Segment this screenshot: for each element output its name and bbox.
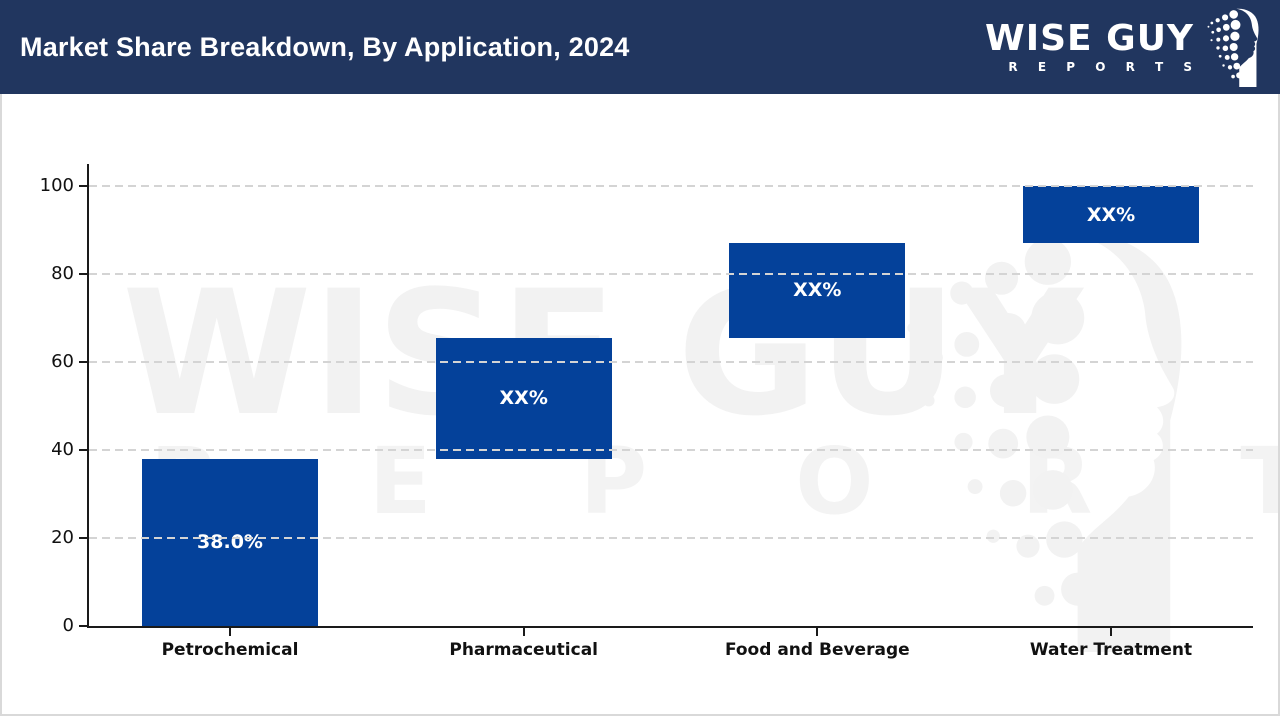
bar-pharmaceutical: XX% [435,337,612,459]
y-tick-mark-80 [79,273,87,275]
y-tick-mark-20 [79,537,87,539]
bar-value-label: XX% [1086,203,1136,226]
brand-subname: R E P O R T S [1008,59,1200,74]
brand-wordmark: WISE GUY R E P O R T S [984,17,1194,74]
bar-petrochemical: 38.0% [142,458,318,626]
x-tick-mark [229,628,231,636]
y-tick-label-20: 20 [51,527,74,548]
bar-water-treatment: XX% [1023,186,1199,244]
y-tick-label-60: 60 [51,351,74,372]
bar-value-label: XX% [499,387,548,410]
x-axis-line [87,626,1253,628]
x-tick-label-water-treatment: Water Treatment [1029,640,1193,660]
x-tick-mark [522,628,525,636]
gridline-100 [89,185,1253,187]
x-tick-label-food-and-beverage: Food and Beverage [724,640,910,660]
y-tick-mark-40 [79,449,87,451]
gridline-60 [89,361,1253,363]
y-tick-label-80: 80 [51,263,74,284]
x-tick-mark [1110,628,1112,636]
bar-value-label: 38.0% [197,531,263,554]
bar-value-label: XX% [793,279,842,302]
y-axis-line [87,164,89,628]
gridline-80 [89,273,1253,275]
header-band: Market Share Breakdown, By Application, … [0,0,1280,94]
bar-food-and-beverage: XX% [729,243,906,338]
y-tick-mark-0 [79,625,87,627]
brand-logo: WISE GUY R E P O R T S [985,7,1262,87]
y-tick-mark-100 [79,185,87,187]
y-tick-label-40: 40 [51,439,74,460]
gridline-40 [89,449,1253,451]
y-tick-label-100: 100 [39,175,74,196]
y-tick-label-0: 0 [62,615,74,636]
dotted-head-icon [1198,7,1262,87]
y-tick-mark-60 [79,361,87,363]
x-tick-mark [816,628,819,636]
x-tick-label-petrochemical: Petrochemical [161,640,299,660]
brand-name: WISE GUY [984,17,1194,59]
x-tick-label-pharmaceutical: Pharmaceutical [449,640,599,660]
page-title: Market Share Breakdown, By Application, … [20,31,630,62]
gridline-20 [89,537,1253,539]
watermark-head-icon [858,222,1198,652]
